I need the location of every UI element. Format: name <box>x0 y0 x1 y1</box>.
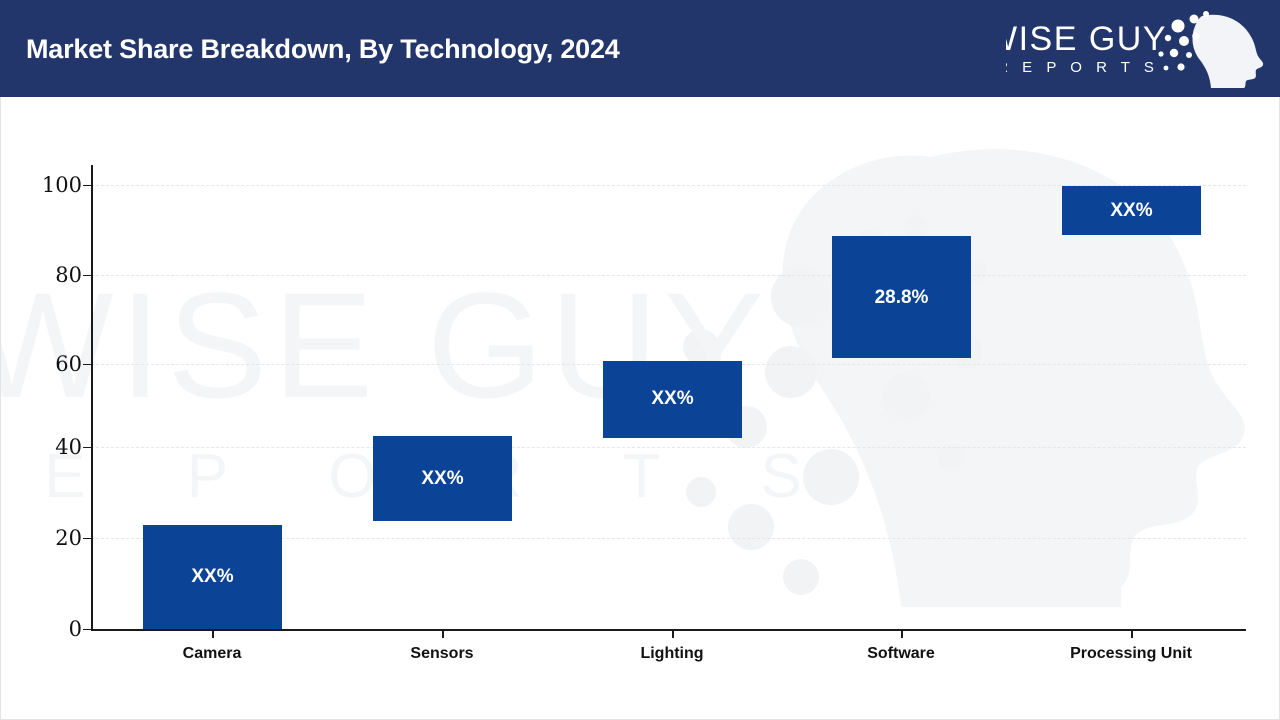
xtick-label-software: Software <box>867 645 935 662</box>
bar-label-processing-unit: XX% <box>1110 200 1153 221</box>
xtick-label-sensors: Sensors <box>410 645 474 662</box>
bar-lighting[interactable]: XX% <box>603 361 742 438</box>
logo-secondary-text: R E P O R T S <box>1006 59 1159 76</box>
xtick-mark-processing-unit <box>1131 629 1133 638</box>
xtick-label-lighting: Lighting <box>640 645 704 662</box>
bar-software[interactable]: 28.8% <box>832 236 971 358</box>
ytick-label-60: 60 <box>55 352 82 376</box>
chart-header: Market Share Breakdown, By Technology, 2… <box>0 0 1280 97</box>
ytick-mark-0 <box>83 629 91 630</box>
ytick-label-40: 40 <box>55 435 82 459</box>
ytick-mark-80 <box>83 275 91 276</box>
xtick-mark-software <box>901 629 903 638</box>
ytick-label-100: 100 <box>41 173 82 197</box>
gridline-80 <box>91 275 1246 276</box>
xtick-mark-lighting <box>672 629 674 638</box>
bar-processing-unit[interactable]: XX% <box>1062 186 1201 235</box>
wise-guy-reports-logo: WISE GUY R E P O R T S <box>1006 10 1274 88</box>
ytick-mark-100 <box>83 185 91 186</box>
gridline-20 <box>91 538 1246 539</box>
xtick-label-processing-unit: Processing Unit <box>1070 645 1192 662</box>
ytick-label-0: 0 <box>68 617 82 641</box>
bar-label-lighting: XX% <box>651 388 694 409</box>
bar-label-sensors: XX% <box>421 468 464 489</box>
bar-label-software: 28.8% <box>874 287 929 308</box>
page-title: Market Share Breakdown, By Technology, 2… <box>26 34 620 64</box>
gridline-100 <box>91 185 1246 186</box>
ytick-mark-20 <box>83 538 91 539</box>
x-axis-line <box>91 629 1246 631</box>
ytick-label-80: 80 <box>55 263 82 287</box>
gridline-40 <box>91 447 1246 448</box>
xtick-mark-sensors <box>442 629 444 638</box>
plot-area: 100 80 60 40 20 0 XX% XX% XX% 28.8% <box>42 165 1246 662</box>
bar-sensors[interactable]: XX% <box>373 436 512 521</box>
bar-camera[interactable]: XX% <box>143 525 282 629</box>
bar-label-camera: XX% <box>191 566 234 587</box>
ytick-mark-40 <box>83 447 91 448</box>
xtick-label-camera: Camera <box>182 645 242 662</box>
ytick-mark-60 <box>83 364 91 365</box>
chart-canvas: WISE GUY R E P O R T S 100 80 60 40 20 <box>0 97 1280 720</box>
y-axis-line <box>91 165 93 631</box>
logo-primary-text: WISE GUY <box>1006 20 1167 58</box>
ytick-label-20: 20 <box>55 526 82 550</box>
xtick-mark-camera <box>212 629 214 638</box>
